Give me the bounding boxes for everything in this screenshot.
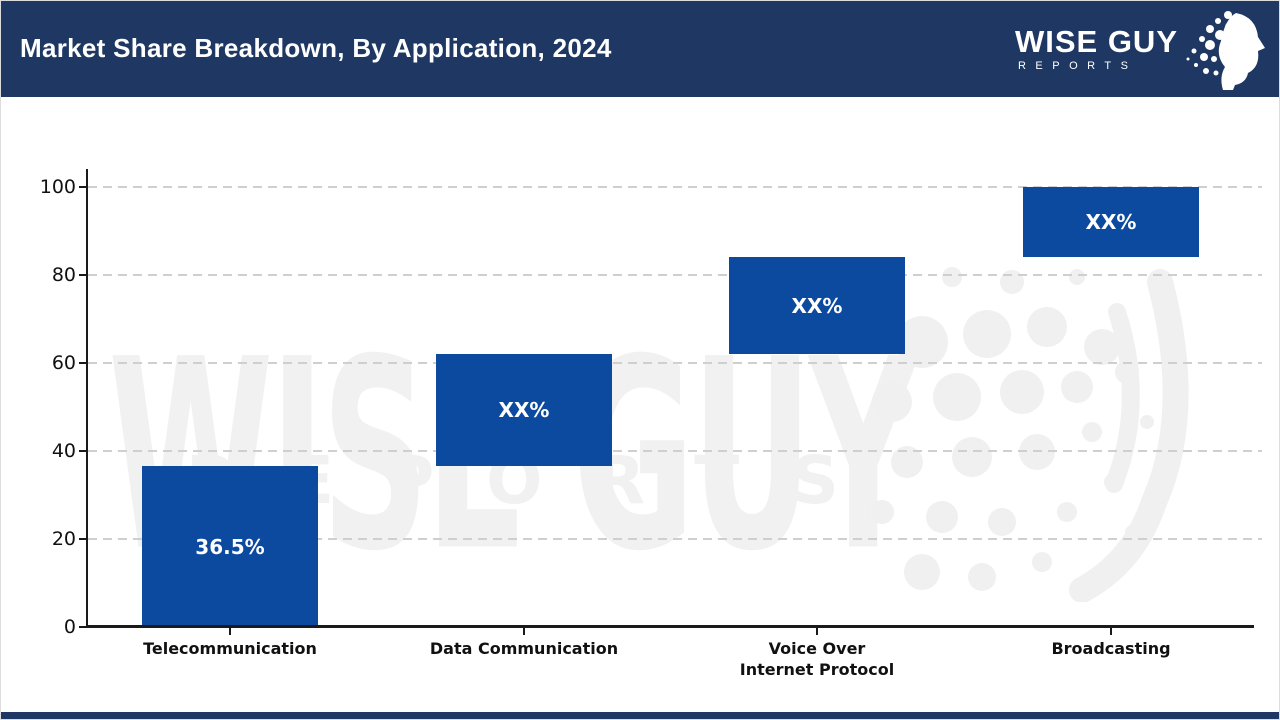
bar-2: XX% xyxy=(436,354,612,467)
bar-value-label: XX% xyxy=(498,398,550,423)
x-axis-tick xyxy=(229,628,231,635)
brand-wordmark: WISE GUY REPORTS xyxy=(1015,26,1178,72)
y-axis-line xyxy=(86,169,88,628)
brand-name: WISE GUY xyxy=(1014,23,1178,59)
bar-value-label: XX% xyxy=(791,293,843,318)
y-axis-tick xyxy=(79,450,87,452)
y-axis-tick-label: 40 xyxy=(51,440,76,462)
y-axis-tick xyxy=(79,186,87,188)
x-axis-tick xyxy=(1110,628,1112,635)
y-axis-tick xyxy=(79,626,87,628)
gridline xyxy=(88,186,1262,188)
x-axis-tick xyxy=(816,628,818,635)
gridline xyxy=(88,362,1262,364)
bar-value-label: XX% xyxy=(1085,210,1137,235)
y-axis-tick xyxy=(79,274,87,276)
x-axis-line xyxy=(86,625,1254,628)
y-axis-tick-label: 80 xyxy=(51,264,76,286)
brand-logo: WISE GUY REPORTS xyxy=(1015,7,1266,91)
bar-1: 36.5% xyxy=(142,466,318,627)
page-title: Market Share Breakdown, By Application, … xyxy=(20,33,612,63)
gridline xyxy=(88,274,1262,276)
x-axis-tick xyxy=(523,628,525,635)
waterfall-chart: WISE GUY REPORTS 0 20 40 60 80 100 36.5% Teleco… xyxy=(0,97,1280,712)
y-axis-tick xyxy=(79,538,87,540)
y-axis-tick-label: 0 xyxy=(63,616,76,638)
x-axis-category-label: Data Communication xyxy=(429,639,619,658)
x-axis-category-label: Voice Over Internet Protocol xyxy=(739,639,895,679)
y-axis-tick xyxy=(79,362,87,364)
bar-3: XX% xyxy=(729,257,905,355)
gridline xyxy=(88,538,1262,540)
bar-value-label: 36.5% xyxy=(195,534,265,559)
header: Market Share Breakdown, By Application, … xyxy=(0,0,1280,97)
y-axis-tick-label: 100 xyxy=(39,176,76,198)
footer-bar xyxy=(0,712,1280,720)
x-axis-category-label: Telecommunication xyxy=(143,639,317,658)
x-axis-category-label: Broadcasting xyxy=(1051,639,1171,658)
bar-4: XX% xyxy=(1023,187,1199,258)
y-axis-tick-label: 20 xyxy=(51,528,76,550)
gridline xyxy=(88,450,1262,452)
brand-subtitle: REPORTS xyxy=(1017,59,1138,72)
brand-face-icon xyxy=(1186,10,1265,90)
watermark-face-icon xyxy=(870,267,1189,602)
y-axis-tick-label: 60 xyxy=(51,352,76,374)
